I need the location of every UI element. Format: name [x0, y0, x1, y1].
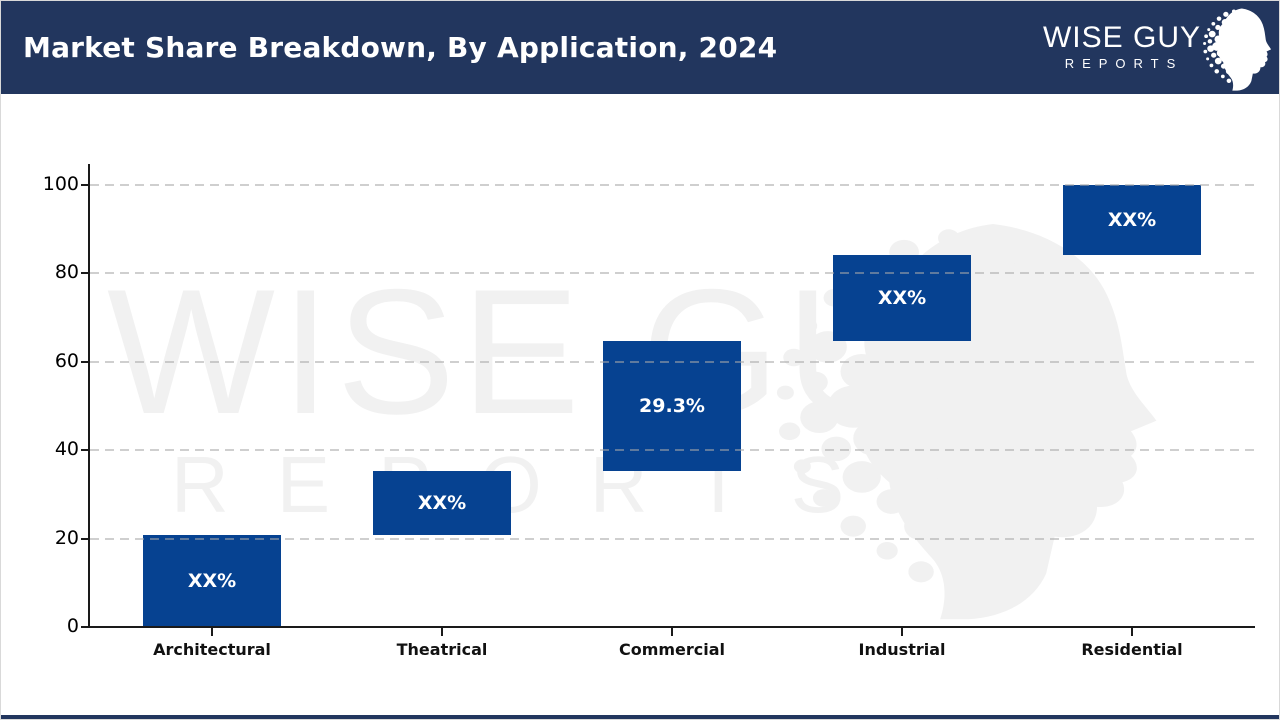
bar-value-label: XX%	[877, 287, 927, 310]
bar-value-label: XX%	[187, 570, 237, 593]
x-category-label: Architectural	[153, 640, 271, 659]
x-category-label: Theatrical	[396, 640, 488, 659]
x-axis-tick	[671, 628, 673, 636]
header-bar: Market Share Breakdown, By Application, …	[1, 1, 1279, 94]
bar-segment: XX%	[833, 254, 971, 342]
y-tick-label: 60	[54, 349, 79, 372]
brand-logo-text: WISE GUY REPORTS	[1042, 21, 1201, 72]
y-tick-label: 80	[54, 261, 79, 284]
y-axis-tick	[81, 360, 88, 363]
y-tick-label: 0	[66, 615, 79, 637]
bar-segment: XX%	[143, 535, 281, 627]
x-category-label: Industrial	[858, 640, 946, 659]
y-gridline	[90, 272, 1254, 275]
brand-face-icon	[1203, 8, 1272, 91]
y-axis-tick	[81, 537, 88, 540]
y-tick-label: 40	[54, 438, 79, 461]
y-axis-tick	[81, 184, 88, 186]
x-category-label: Commercial	[618, 640, 726, 659]
y-tick-label: 100	[42, 173, 79, 195]
y-gridline	[90, 449, 1254, 452]
x-axis-tick	[441, 628, 443, 636]
brand-logo: WISE GUY REPORTS	[1029, 1, 1272, 94]
chart-title: Market Share Breakdown, By Application, …	[23, 31, 778, 64]
y-axis-spine	[88, 164, 90, 627]
bar-segment: XX%	[373, 470, 511, 536]
bar-segment: XX%	[1063, 185, 1201, 255]
x-category-label: Residential	[1081, 640, 1183, 659]
footer-accent-strip	[1, 715, 1279, 719]
y-axis-tick	[81, 272, 88, 275]
y-gridline	[90, 537, 1254, 540]
x-axis-tick	[901, 628, 903, 636]
brand-tagline: REPORTS	[1064, 56, 1184, 71]
bar-value-label: 29.3%	[639, 395, 705, 418]
brand-name: WISE GUY	[1042, 21, 1201, 54]
x-axis-tick	[1131, 628, 1133, 636]
bar-value-label: XX%	[1107, 208, 1157, 231]
bar-value-label: XX%	[417, 492, 467, 514]
y-axis-tick	[81, 449, 88, 452]
x-axis-tick	[211, 628, 213, 636]
x-axis-spine	[88, 626, 1255, 628]
y-axis-tick	[81, 626, 88, 628]
y-gridline	[90, 184, 1254, 186]
y-tick-label: 20	[54, 526, 79, 549]
y-gridline	[90, 360, 1254, 363]
